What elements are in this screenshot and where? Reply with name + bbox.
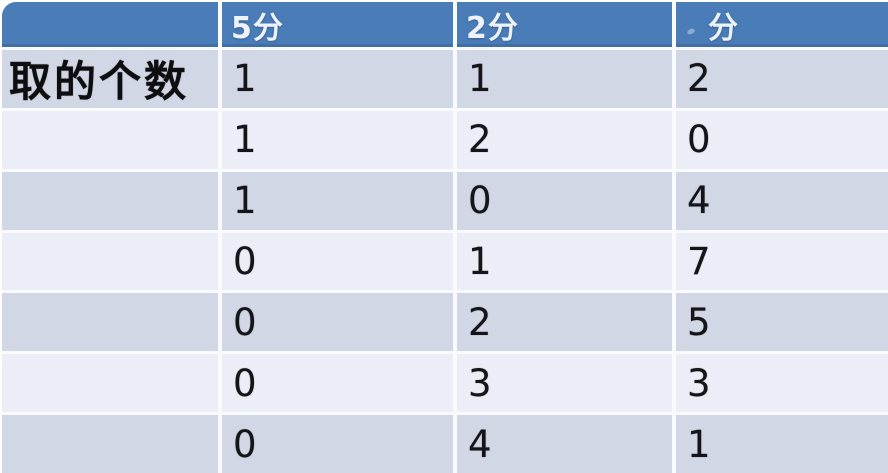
table-cell: 2 [457,110,672,169]
table-cell: 1 [457,232,672,291]
table-cell: 1 [222,110,453,169]
table-cell: 0 [222,232,453,291]
header-2fen: 2分 [457,2,672,47]
table-cell: 0 [222,293,453,352]
row-label-cell [2,171,218,230]
faint-smudge [686,27,696,36]
table-cell: 0 [222,354,453,413]
row-label-cell [2,110,218,169]
row-label-cell [2,293,218,352]
table-cell: 4 [457,415,672,473]
table-cell: 2 [676,50,888,108]
header-5fen: 5分 [222,2,453,47]
table-cell: 2 [457,293,672,352]
table-cell: 0 [676,110,888,169]
row-header-label: 取的个数 [2,50,218,108]
header-1fen: 分 [676,2,888,47]
table-cell: 3 [676,354,888,413]
row-label-cell [2,354,218,413]
table-cell: 1 [457,50,672,108]
table-cell: 3 [457,354,672,413]
table-cell: 1 [222,50,453,108]
row-label-cell [2,415,218,473]
header-1fen-label: 分 [708,10,739,46]
table-cell: 4 [676,171,888,230]
table-cell: 1 [222,171,453,230]
header-corner-cell [2,2,218,47]
table-cell: 0 [222,415,453,473]
table-cell: 0 [457,171,672,230]
row-label-cell [2,232,218,291]
table-cell: 1 [676,415,888,473]
table-cell: 5 [676,293,888,352]
table-cell: 7 [676,232,888,291]
